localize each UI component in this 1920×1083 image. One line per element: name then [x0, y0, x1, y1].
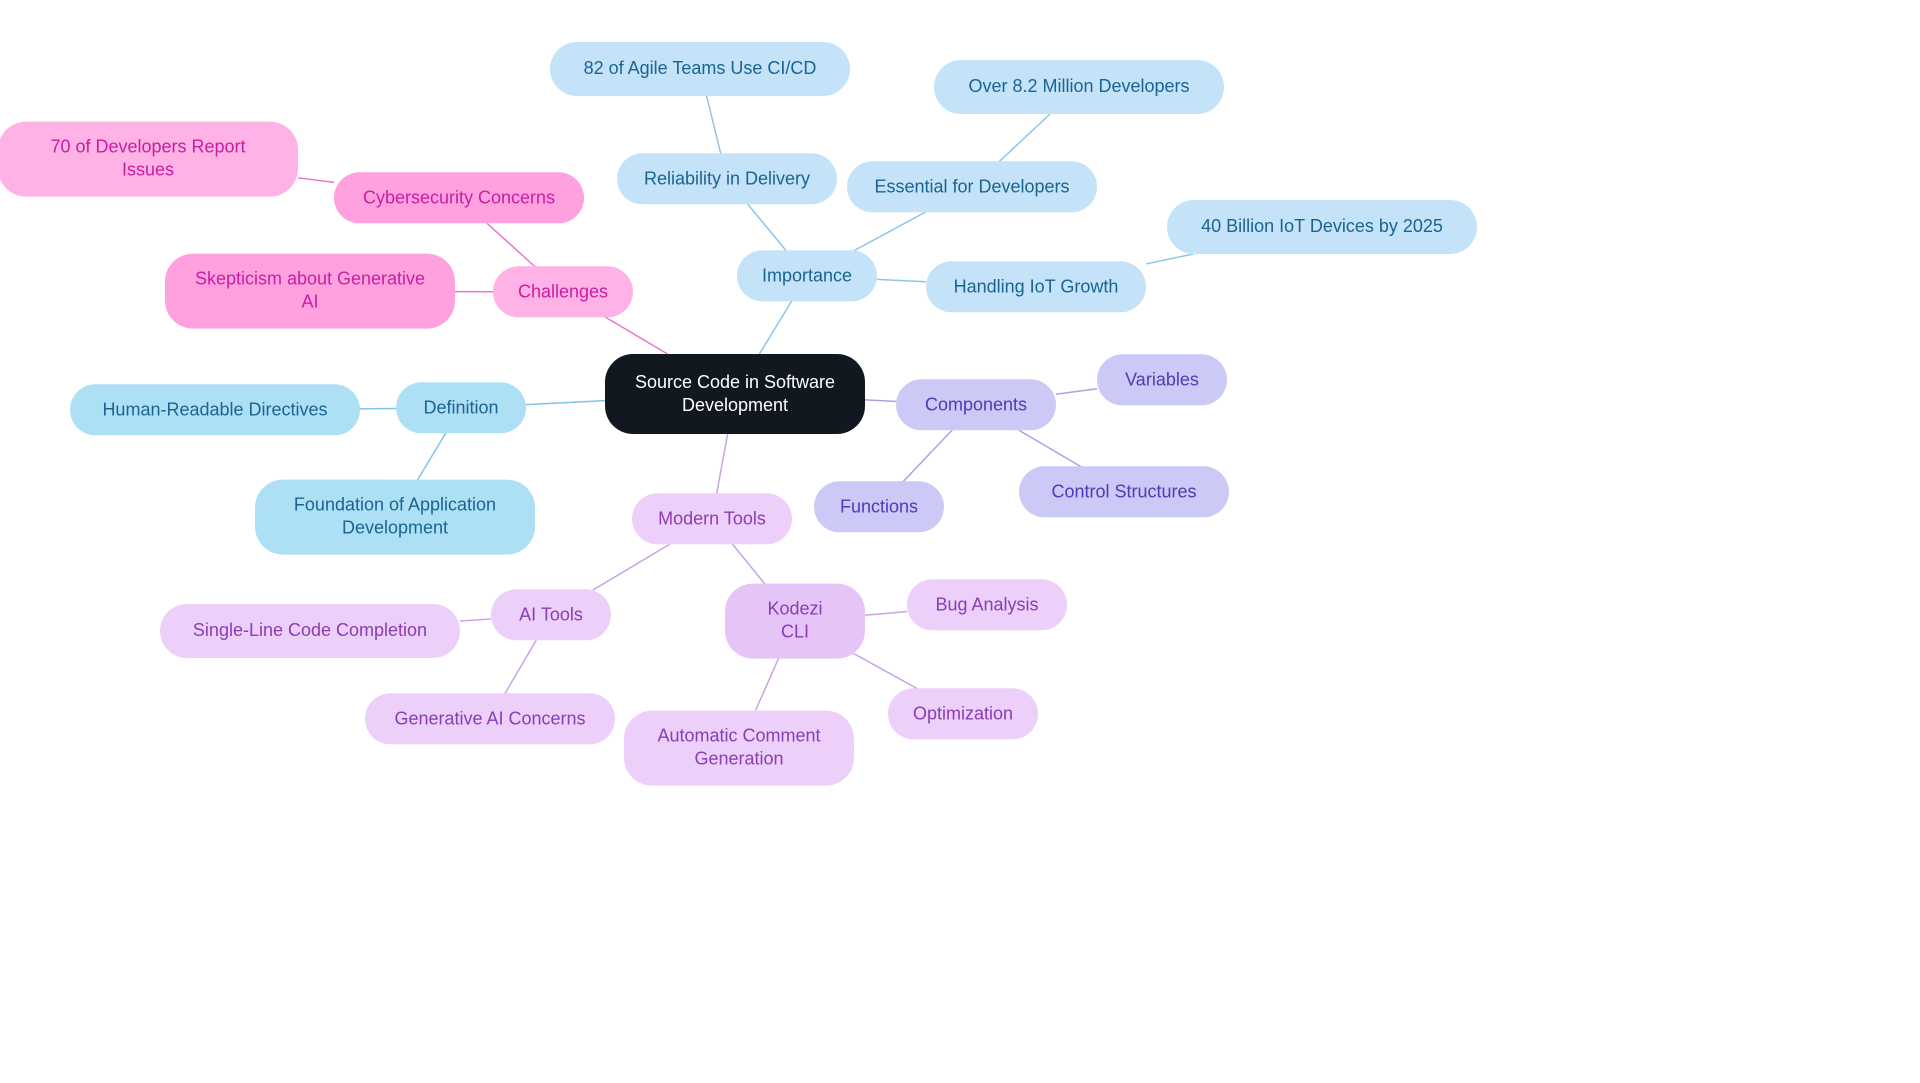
- edge: [748, 204, 787, 251]
- mindmap-node-chal1: Cybersecurity Concerns: [334, 172, 584, 223]
- mindmap-node-imp1a: 82 of Agile Teams Use CI/CD: [550, 42, 850, 96]
- node-label: Optimization: [913, 702, 1013, 725]
- mindmap-node-imp3: Handling IoT Growth: [926, 261, 1146, 312]
- node-label: Skepticism about Generative AI: [195, 268, 425, 315]
- node-label: Essential for Developers: [874, 175, 1069, 198]
- edge: [505, 640, 537, 694]
- mindmap-node-chal2: Skepticism about Generative AI: [165, 254, 455, 329]
- mindmap-node-imp1: Reliability in Delivery: [617, 153, 837, 204]
- mindmap-node-def: Definition: [396, 382, 526, 433]
- node-label: Reliability in Delivery: [644, 167, 810, 190]
- node-label: Control Structures: [1051, 480, 1196, 503]
- edge: [903, 430, 952, 482]
- edge: [605, 317, 667, 354]
- mindmap-node-imp2: Essential for Developers: [847, 161, 1097, 212]
- node-label: Bug Analysis: [935, 593, 1038, 616]
- node-label: Single-Line Code Completion: [193, 619, 427, 642]
- mindmap-node-chal: Challenges: [493, 266, 633, 317]
- mindmap-node-kod2: Optimization: [888, 688, 1038, 739]
- node-label: Challenges: [518, 280, 608, 303]
- node-label: Foundation of Application Development: [294, 494, 496, 541]
- edge: [417, 433, 445, 480]
- node-label: Modern Tools: [658, 507, 766, 530]
- node-label: Cybersecurity Concerns: [363, 186, 555, 209]
- mindmap-node-comp2: Functions: [814, 481, 944, 532]
- mindmap-node-kod: Kodezi CLI: [725, 584, 865, 659]
- node-label: 70 of Developers Report Issues: [24, 136, 272, 183]
- mindmap-node-comp: Components: [896, 379, 1056, 430]
- node-label: Source Code in Software Development: [635, 371, 835, 418]
- mindmap-node-imp2a: Over 8.2 Million Developers: [934, 60, 1224, 114]
- mindmap-node-def2: Foundation of Application Development: [255, 480, 535, 555]
- mindmap-node-ai2: Generative AI Concerns: [365, 693, 615, 744]
- node-label: Generative AI Concerns: [394, 707, 585, 730]
- edge: [487, 223, 536, 267]
- edge: [1146, 254, 1193, 264]
- node-label: Over 8.2 Million Developers: [968, 75, 1189, 98]
- node-label: 40 Billion IoT Devices by 2025: [1201, 215, 1443, 238]
- edge: [460, 619, 491, 621]
- edge: [877, 279, 926, 281]
- node-label: Functions: [840, 495, 918, 518]
- edge: [717, 434, 728, 494]
- edge: [759, 301, 791, 354]
- mindmap-node-root: Source Code in Software Development: [605, 354, 865, 434]
- node-label: Variables: [1125, 368, 1199, 391]
- node-label: Kodezi CLI: [751, 598, 839, 645]
- edge: [1056, 389, 1097, 395]
- node-label: Components: [925, 393, 1027, 416]
- mindmap-node-kod3: Automatic Comment Generation: [624, 711, 854, 786]
- edge: [1019, 430, 1082, 467]
- node-label: Human-Readable Directives: [102, 398, 327, 421]
- edge: [865, 612, 907, 616]
- mindmap-node-comp1: Variables: [1097, 354, 1227, 405]
- edge: [865, 400, 896, 401]
- node-label: Definition: [423, 396, 498, 419]
- mindmap-node-mod: Modern Tools: [632, 493, 792, 544]
- node-label: Handling IoT Growth: [954, 275, 1119, 298]
- mindmap-node-kod1: Bug Analysis: [907, 579, 1067, 630]
- mindmap-node-imp: Importance: [737, 250, 877, 301]
- edge: [999, 114, 1050, 162]
- mindmap-node-comp3: Control Structures: [1019, 466, 1229, 517]
- node-label: AI Tools: [519, 603, 583, 626]
- mindmap-node-def1: Human-Readable Directives: [70, 384, 360, 435]
- mindmap-node-chal1a: 70 of Developers Report Issues: [0, 122, 298, 197]
- edge: [298, 178, 334, 183]
- mindmap-node-ai: AI Tools: [491, 589, 611, 640]
- node-label: 82 of Agile Teams Use CI/CD: [584, 57, 817, 80]
- mindmap-node-ai1: Single-Line Code Completion: [160, 604, 460, 658]
- node-label: Importance: [762, 264, 852, 287]
- edge: [593, 544, 670, 590]
- mindmap-node-imp3a: 40 Billion IoT Devices by 2025: [1167, 200, 1477, 254]
- node-label: Automatic Comment Generation: [657, 725, 820, 772]
- edge: [707, 96, 721, 154]
- edge: [853, 212, 925, 251]
- edge: [526, 401, 605, 405]
